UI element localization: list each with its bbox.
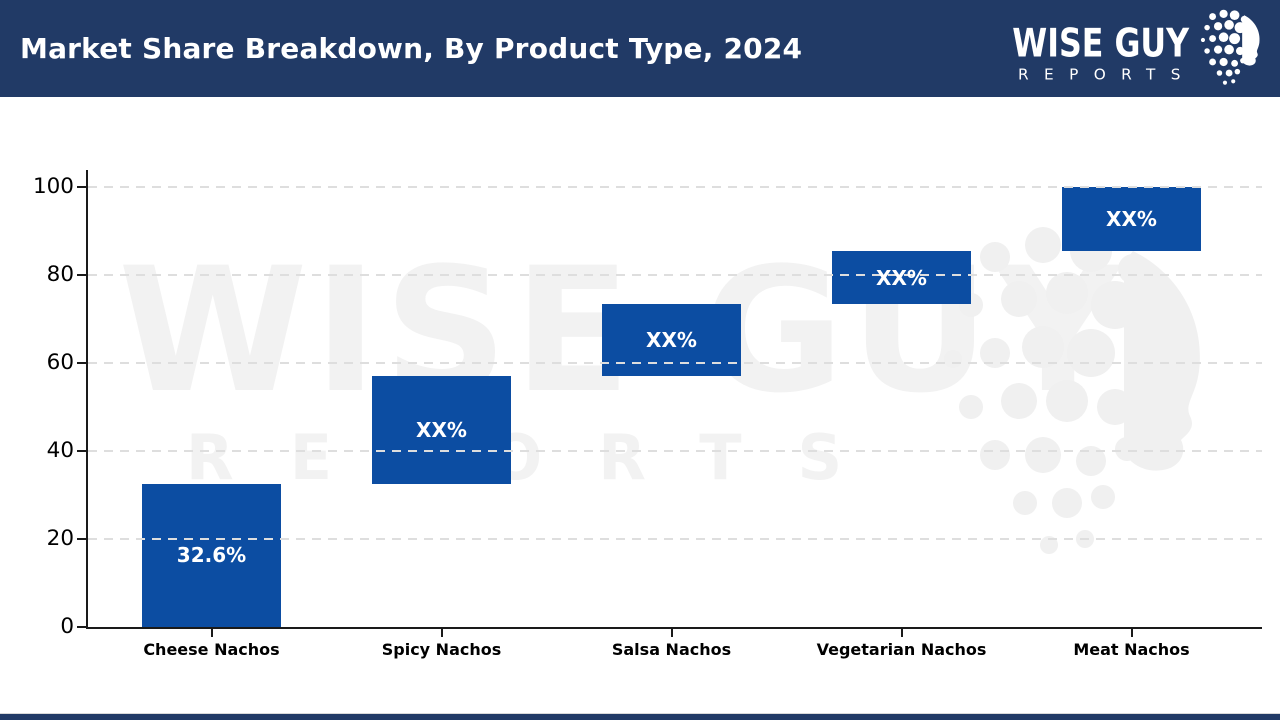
x-axis-label: Spicy Nachos (381, 640, 502, 659)
bar-value-label: XX% (416, 417, 467, 442)
y-axis-label: 80 (46, 262, 74, 287)
y-axis-label: 60 (46, 350, 74, 375)
x-axis-label: Salsa Nachos (611, 640, 732, 659)
gridline (88, 186, 1262, 188)
x-axis-tick (1130, 629, 1133, 637)
bar-value-label: XX% (646, 328, 697, 353)
y-axis-tick (77, 450, 86, 452)
bar (602, 304, 741, 377)
x-axis-tick (210, 629, 213, 637)
bar-value-label: XX% (1106, 207, 1157, 232)
bar-value-label: 32.6% (176, 543, 247, 568)
logo-subtitle: REPORTS (1018, 65, 1180, 83)
gridline (88, 450, 1262, 452)
y-axis-tick (77, 274, 86, 276)
gridline (88, 274, 1262, 276)
x-axis-tick (670, 629, 673, 637)
y-axis-tick (77, 626, 86, 628)
wise-guy-reports-logo: WISE GUY REPORTS (1012, 9, 1260, 85)
x-axis-tick (900, 629, 903, 637)
y-axis-label: 100 (32, 174, 74, 199)
y-axis (86, 170, 88, 629)
x-axis-label: Meat Nachos (1073, 640, 1190, 659)
x-axis-label: Cheese Nachos (143, 640, 280, 659)
footer-bar (0, 713, 1280, 720)
header: Market Share Breakdown, By Product Type,… (0, 0, 1280, 97)
bar (372, 376, 511, 484)
y-axis-tick (77, 186, 86, 188)
gridline (88, 362, 1262, 364)
bar-value-label: XX% (876, 265, 927, 290)
gridline (88, 538, 1262, 540)
x-axis-label: Vegetarian Nachos (816, 640, 987, 659)
y-axis-label: 40 (46, 438, 74, 463)
y-axis-tick (77, 362, 86, 364)
logo-wordmark: WISE GUY (1012, 21, 1189, 66)
y-axis-label: 20 (46, 526, 74, 551)
y-axis-label: 0 (60, 614, 74, 639)
x-axis (86, 627, 1262, 629)
logo-face-icon (1200, 9, 1260, 85)
page-title: Market Share Breakdown, By Product Type,… (20, 32, 803, 65)
y-axis-tick (77, 538, 86, 540)
bar (142, 483, 281, 627)
x-axis-tick (440, 629, 443, 637)
